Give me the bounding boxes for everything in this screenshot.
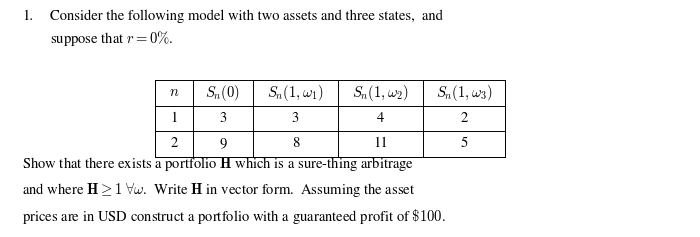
Text: Consider the following model with two assets and three states,  and: Consider the following model with two as…: [50, 10, 443, 23]
Text: suppose that $r = 0\%$.: suppose that $r = 0\%$.: [50, 29, 174, 48]
Text: 1.: 1.: [22, 10, 33, 23]
Text: 3: 3: [292, 112, 299, 125]
Text: 3: 3: [219, 112, 227, 125]
Text: 4: 4: [377, 112, 384, 125]
Text: 8: 8: [292, 137, 299, 150]
Text: and where $\mathbf{H} \geq 1\ \forall\omega$.  Write $\mathbf{H}$ in vector form: and where $\mathbf{H} \geq 1\ \forall\om…: [22, 181, 415, 199]
Text: 2: 2: [170, 137, 178, 150]
Text: $S_n(1,\omega_3)$: $S_n(1,\omega_3)$: [435, 83, 493, 103]
Text: Show that there exists a portfolio $\mathbf{H}$ which is a sure-thing arbitrage: Show that there exists a portfolio $\mat…: [22, 155, 414, 173]
Text: 9: 9: [219, 137, 227, 150]
Text: prices are in USD construct a portfolio with a guaranteed profit of $\$100$.: prices are in USD construct a portfolio …: [22, 207, 446, 226]
Text: 5: 5: [461, 137, 468, 150]
Text: 2: 2: [461, 112, 468, 125]
Text: $S_n(1,\omega_1)$: $S_n(1,\omega_1)$: [267, 83, 324, 103]
Text: $n$: $n$: [169, 86, 179, 100]
Text: $S_n(0)$: $S_n(0)$: [205, 83, 241, 103]
Text: 1: 1: [170, 112, 178, 125]
Text: 11: 11: [373, 137, 388, 150]
Text: $S_n(1,\omega_2)$: $S_n(1,\omega_2)$: [352, 83, 409, 103]
Bar: [155, 80, 505, 156]
